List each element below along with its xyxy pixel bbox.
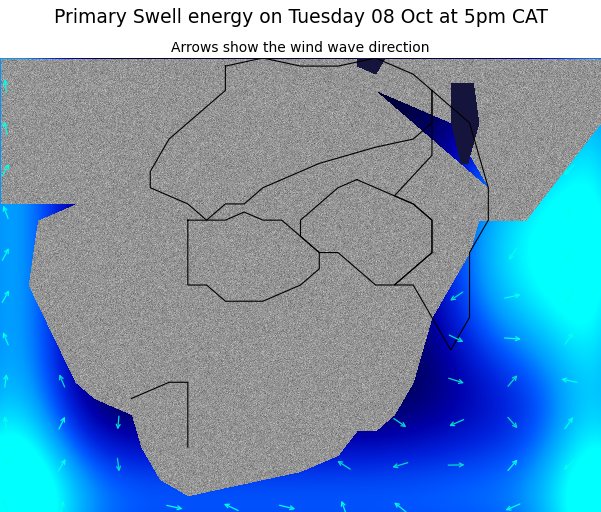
Text: Arrows show the wind wave direction: Arrows show the wind wave direction bbox=[171, 40, 430, 55]
Text: Primary Swell energy on Tuesday 08 Oct at 5pm CAT: Primary Swell energy on Tuesday 08 Oct a… bbox=[53, 8, 548, 27]
